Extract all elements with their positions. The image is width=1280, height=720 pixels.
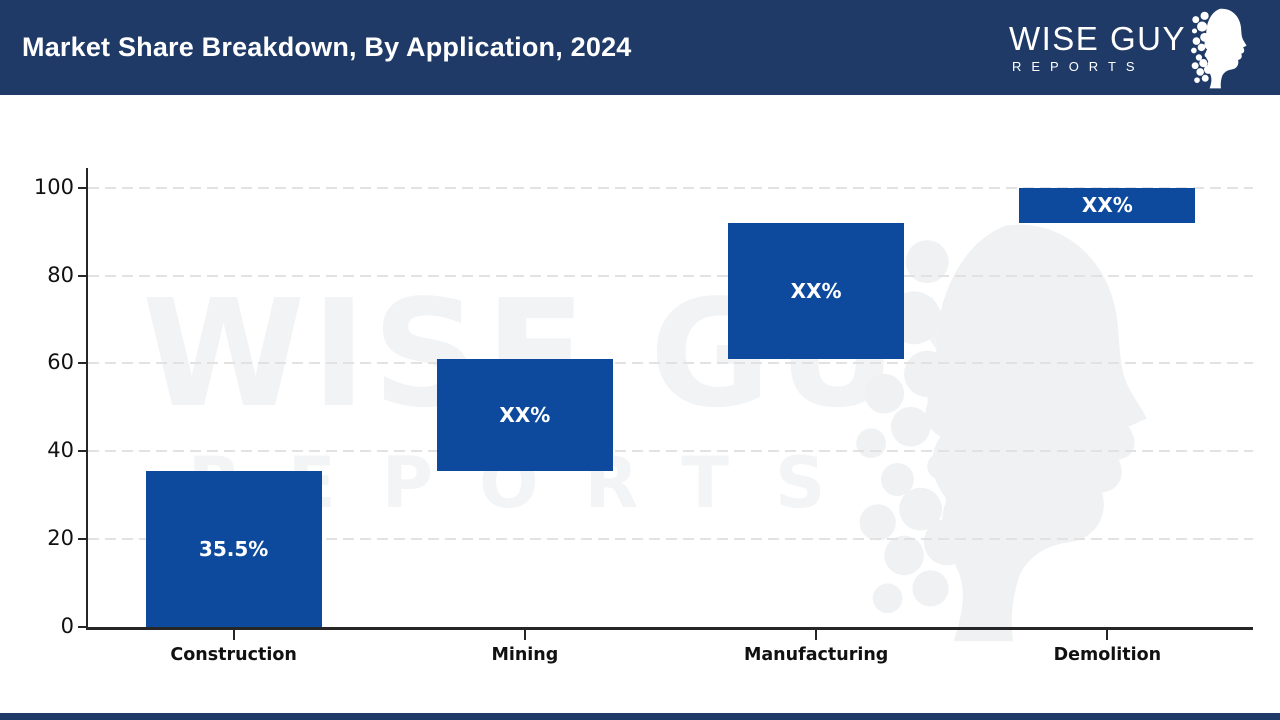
y-tick-label: 40 — [47, 438, 74, 463]
footer-bar — [0, 713, 1280, 720]
bar-value-label: XX% — [790, 278, 842, 303]
gridline — [88, 450, 1253, 453]
y-tick — [78, 362, 88, 365]
x-tick — [232, 630, 235, 640]
brand-subtitle: REPORTS — [1011, 59, 1145, 74]
y-tick — [78, 186, 88, 189]
y-tick — [78, 450, 88, 453]
x-tick-label: Mining — [491, 645, 559, 665]
x-tick-label: Manufacturing — [743, 645, 889, 665]
y-tick-label: 0 — [60, 614, 74, 638]
x-axis — [86, 627, 1253, 630]
gridline — [88, 362, 1253, 365]
y-tick — [78, 538, 88, 541]
x-tick — [523, 630, 526, 640]
bar-value-label: XX% — [1081, 193, 1133, 218]
y-tick-label: 60 — [47, 350, 74, 375]
bar-value-label: XX% — [499, 403, 551, 428]
gridline — [88, 538, 1253, 541]
brand-logo: WISE GUY REPORTS — [1009, 7, 1254, 89]
x-tick-label: Demolition — [1053, 645, 1162, 665]
dotted-face-profile-icon — [1191, 8, 1247, 88]
gridline — [88, 274, 1253, 277]
bar-segment: 35.5% — [145, 471, 322, 627]
x-tick — [815, 630, 818, 640]
bar-value-label: 35.5% — [198, 537, 269, 562]
bar-segment: XX% — [728, 222, 905, 360]
y-axis — [86, 168, 88, 629]
bar-segment: XX% — [1019, 187, 1196, 223]
brand-name: WISE GUY — [1008, 20, 1186, 57]
y-tick — [78, 274, 88, 277]
header-bar: Market Share Breakdown, By Application, … — [0, 0, 1280, 95]
bar-segment: XX% — [436, 359, 613, 472]
y-tick — [78, 626, 88, 628]
brand-logo-text: WISE GUY REPORTS — [1009, 22, 1186, 73]
page-title: Market Share Breakdown, By Application, … — [22, 32, 632, 62]
waterfall-chart: 0 20 40 60 80 100 35.5% Construction XX% Mining XX… — [0, 95, 1280, 713]
x-tick — [1106, 630, 1109, 640]
x-tick-label: Construction — [170, 645, 297, 665]
y-tick-label: 100 — [33, 174, 74, 199]
y-tick-label: 20 — [47, 526, 74, 551]
y-tick-label: 80 — [47, 262, 74, 287]
gridline — [88, 186, 1253, 189]
